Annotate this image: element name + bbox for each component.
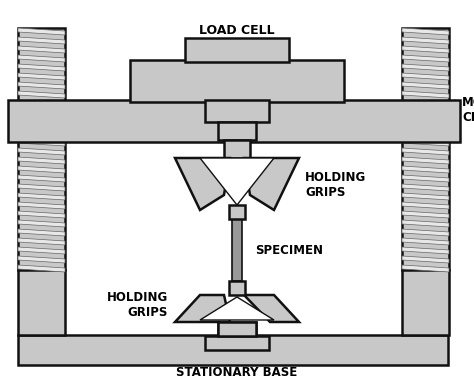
Polygon shape xyxy=(18,238,65,245)
Polygon shape xyxy=(244,158,299,210)
Polygon shape xyxy=(402,193,449,200)
Text: STATIONARY BASE: STATIONARY BASE xyxy=(176,365,298,379)
Polygon shape xyxy=(402,184,449,191)
Text: HOLDING
GRIPS: HOLDING GRIPS xyxy=(305,171,366,199)
Polygon shape xyxy=(402,82,449,89)
Bar xyxy=(185,38,289,62)
Bar xyxy=(218,322,256,336)
Bar xyxy=(130,60,344,102)
Polygon shape xyxy=(244,295,299,322)
Polygon shape xyxy=(402,175,449,182)
Text: MOVING
CROSSHEAD: MOVING CROSSHEAD xyxy=(462,96,474,124)
Polygon shape xyxy=(18,247,65,254)
Bar xyxy=(18,130,65,270)
Bar xyxy=(402,28,449,130)
Bar xyxy=(8,100,460,142)
Polygon shape xyxy=(402,55,449,62)
Polygon shape xyxy=(402,130,449,137)
Polygon shape xyxy=(18,229,65,236)
Polygon shape xyxy=(18,265,65,272)
Polygon shape xyxy=(18,256,65,263)
Polygon shape xyxy=(18,211,65,218)
Polygon shape xyxy=(18,175,65,182)
Polygon shape xyxy=(402,127,449,134)
Polygon shape xyxy=(402,73,449,80)
Polygon shape xyxy=(402,139,449,146)
Polygon shape xyxy=(402,220,449,227)
Text: LOAD CELL: LOAD CELL xyxy=(199,23,275,36)
Polygon shape xyxy=(18,28,65,35)
Polygon shape xyxy=(18,148,65,155)
Polygon shape xyxy=(175,295,230,322)
Bar xyxy=(224,140,250,158)
Polygon shape xyxy=(402,28,449,35)
Polygon shape xyxy=(18,184,65,191)
Polygon shape xyxy=(18,202,65,209)
Bar xyxy=(402,130,449,270)
Bar xyxy=(18,28,65,130)
Polygon shape xyxy=(402,100,449,107)
Text: HOLDING
GRIPS: HOLDING GRIPS xyxy=(107,291,168,319)
Polygon shape xyxy=(175,158,230,210)
Bar xyxy=(402,270,449,335)
Polygon shape xyxy=(18,55,65,62)
Bar xyxy=(232,219,242,281)
Polygon shape xyxy=(402,238,449,245)
Bar xyxy=(18,270,65,335)
Polygon shape xyxy=(18,82,65,89)
Polygon shape xyxy=(402,37,449,44)
Polygon shape xyxy=(402,247,449,254)
Polygon shape xyxy=(402,157,449,164)
Bar xyxy=(205,336,269,350)
Polygon shape xyxy=(18,157,65,164)
Polygon shape xyxy=(18,46,65,53)
Polygon shape xyxy=(402,256,449,263)
Polygon shape xyxy=(402,202,449,209)
Polygon shape xyxy=(18,37,65,44)
Polygon shape xyxy=(200,297,274,320)
Polygon shape xyxy=(402,64,449,71)
Polygon shape xyxy=(402,166,449,173)
Text: SPECIMEN: SPECIMEN xyxy=(255,243,323,257)
Polygon shape xyxy=(18,118,65,125)
Bar xyxy=(229,205,245,219)
Polygon shape xyxy=(402,91,449,98)
Polygon shape xyxy=(402,118,449,125)
Polygon shape xyxy=(402,265,449,272)
Polygon shape xyxy=(402,148,449,155)
Polygon shape xyxy=(200,158,274,205)
Polygon shape xyxy=(18,91,65,98)
Polygon shape xyxy=(18,139,65,146)
Bar xyxy=(218,322,256,336)
Polygon shape xyxy=(402,229,449,236)
Polygon shape xyxy=(18,130,65,137)
Polygon shape xyxy=(18,64,65,71)
Bar xyxy=(229,281,245,295)
Polygon shape xyxy=(18,193,65,200)
Polygon shape xyxy=(18,109,65,116)
Polygon shape xyxy=(18,73,65,80)
Polygon shape xyxy=(18,127,65,134)
Bar xyxy=(18,335,448,365)
Polygon shape xyxy=(18,166,65,173)
Bar xyxy=(205,100,269,122)
Polygon shape xyxy=(402,211,449,218)
Polygon shape xyxy=(402,109,449,116)
Bar xyxy=(218,122,256,140)
Polygon shape xyxy=(402,46,449,53)
Polygon shape xyxy=(18,100,65,107)
Polygon shape xyxy=(18,220,65,227)
